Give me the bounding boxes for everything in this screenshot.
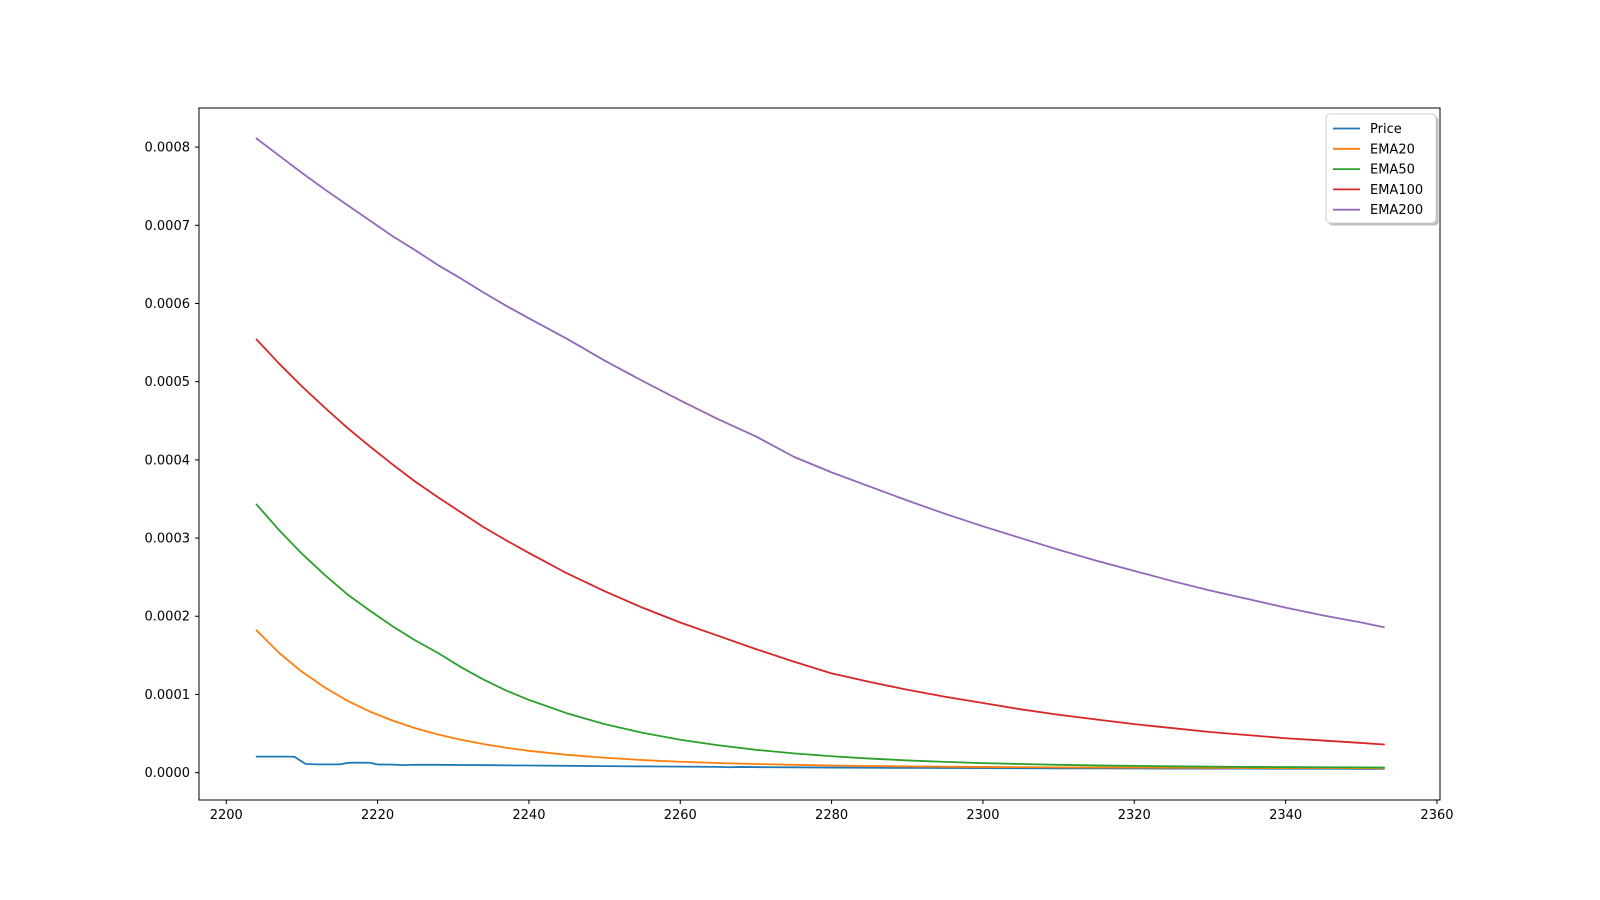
- legend-label-ema100: EMA100: [1370, 183, 1423, 198]
- x-tick-label: 2200: [210, 808, 243, 823]
- legend-label-ema50: EMA50: [1370, 163, 1415, 178]
- series-line-ema50: [255, 503, 1385, 769]
- legend-label-ema200: EMA200: [1370, 203, 1423, 218]
- x-tick-label: 2220: [361, 808, 394, 823]
- series-line-ema200: [255, 137, 1385, 629]
- y-tick-label: 0.0001: [145, 688, 191, 703]
- y-tick-label: 0.0006: [145, 297, 191, 312]
- y-tick-label: 0.0005: [145, 375, 191, 390]
- y-tick-label: 0.0003: [145, 532, 191, 547]
- y-tick-label: 0.0002: [145, 610, 191, 625]
- plot-border: [198, 107, 1441, 801]
- y-tick-label: 0.0000: [145, 766, 191, 781]
- series-line-ema100: [255, 338, 1385, 746]
- y-tick-label: 0.0007: [145, 219, 191, 234]
- y-tick-label: 0.0008: [145, 141, 191, 156]
- y-tick-label: 0.0004: [145, 453, 191, 468]
- x-tick-label: 2300: [966, 808, 999, 823]
- x-tick-label: 2320: [1118, 808, 1151, 823]
- legend-box: [1325, 113, 1437, 224]
- x-tick-label: 2280: [815, 808, 848, 823]
- x-tick-label: 2240: [512, 808, 545, 823]
- x-tick-label: 2260: [664, 808, 697, 823]
- legend-label-price: Price: [1370, 122, 1402, 137]
- series-line-ema20: [255, 629, 1385, 770]
- legend-label-ema20: EMA20: [1370, 142, 1415, 157]
- x-tick-label: 2360: [1420, 808, 1453, 823]
- x-tick-label: 2340: [1269, 808, 1302, 823]
